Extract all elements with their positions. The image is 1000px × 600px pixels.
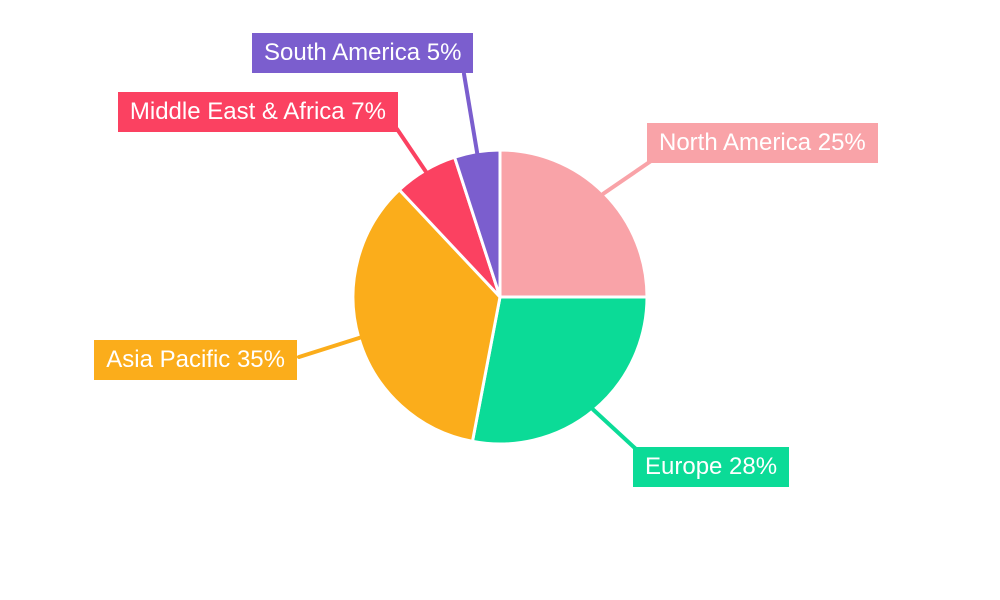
pie-label-europe: Europe 28% <box>633 447 790 487</box>
leader-line-middle-east-africa <box>395 127 428 174</box>
pie-label-north-america: North America 25% <box>647 123 878 163</box>
pie-label-south-america: South America 5% <box>252 33 474 73</box>
leader-line-north-america <box>601 159 653 196</box>
leader-line-south-america <box>462 72 480 155</box>
pie-label-middle-east-africa: Middle East & Africa 7% <box>117 92 398 132</box>
pie-slice-north-america[interactable] <box>498 148 649 299</box>
pie-slice-europe[interactable] <box>470 295 649 446</box>
leader-line-asia-pacific <box>297 335 362 359</box>
pie-label-asia-pacific: Asia Pacific 35% <box>94 340 297 380</box>
leader-line-europe <box>591 407 639 452</box>
